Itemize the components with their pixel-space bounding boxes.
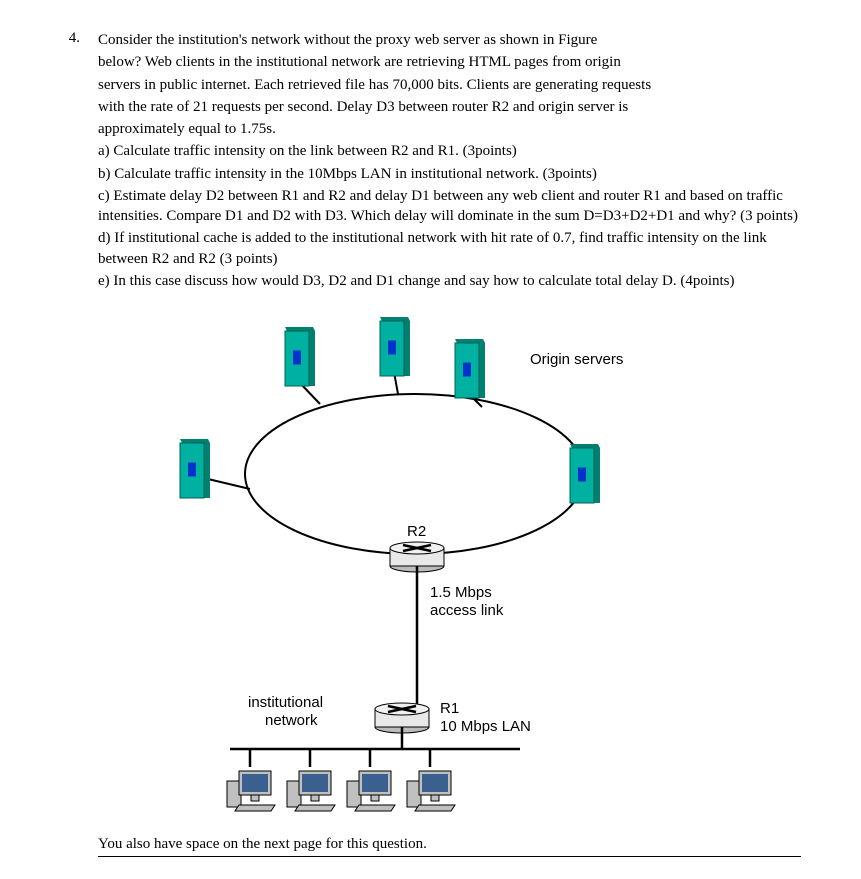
svg-text:Origin servers: Origin servers: [530, 351, 623, 368]
part-d: d) If institutional cache is added to th…: [98, 228, 801, 269]
intro-line: servers in public internet. Each retriev…: [98, 75, 801, 95]
intro-line: approximately equal to 1.75s.: [98, 119, 801, 139]
svg-text:access link: access link: [430, 602, 504, 619]
intro-line: Consider the institution's network witho…: [98, 30, 801, 50]
svg-text:R1: R1: [440, 700, 459, 717]
part-b: b) Calculate traffic intensity in the 10…: [98, 164, 801, 184]
part-a: a) Calculate traffic intensity on the li…: [98, 141, 801, 161]
question-number: 4.: [60, 30, 80, 859]
svg-text:10 Mbps LAN: 10 Mbps LAN: [440, 718, 531, 735]
question-block: 4. Consider the institution's network wi…: [60, 30, 801, 859]
footer-text: You also have space on the next page for…: [98, 834, 801, 857]
svg-text:R2: R2: [407, 523, 426, 540]
svg-text:institutional: institutional: [248, 694, 323, 711]
svg-text:1.5 Mbps: 1.5 Mbps: [430, 584, 492, 601]
network-diagram: Origin servers R2 1.5 Mbpsaccess link insti…: [170, 309, 730, 834]
svg-text:network: network: [265, 712, 318, 729]
intro-line: below? Web clients in the institutional …: [98, 52, 801, 72]
network-svg: Origin servers R2 1.5 Mbpsaccess link insti…: [170, 309, 730, 829]
intro-line: with the rate of 21 requests per second.…: [98, 97, 801, 117]
part-e: e) In this case discuss how would D3, D2…: [98, 271, 801, 291]
question-body: Consider the institution's network witho…: [98, 30, 801, 859]
part-c: c) Estimate delay D2 between R1 and R2 a…: [98, 186, 801, 227]
